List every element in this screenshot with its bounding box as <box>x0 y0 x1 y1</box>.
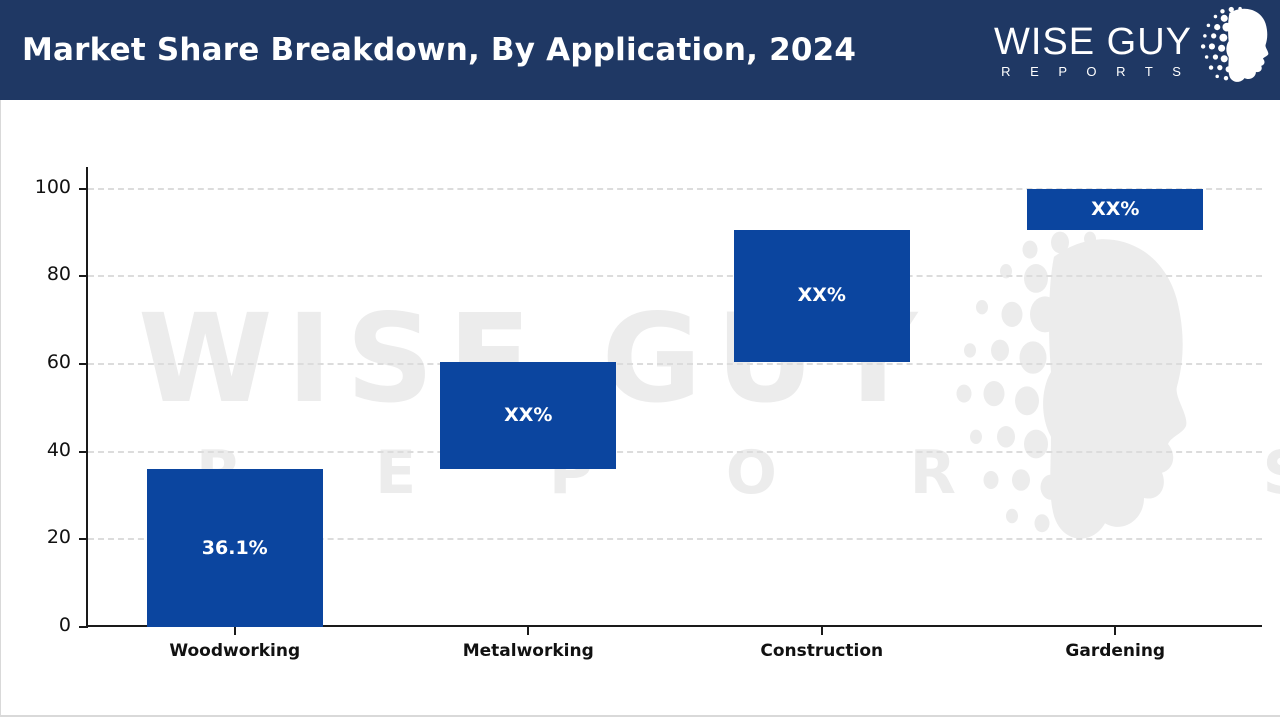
x-tick-mark <box>820 627 823 635</box>
wise-guy-head-icon <box>1200 6 1269 82</box>
gridline-y-100 <box>88 187 1262 190</box>
wise-guy-logo-text: WISE GUY R E P O R T S <box>994 23 1192 78</box>
bar-value-label: XX% <box>504 403 553 426</box>
y-tick-label: 80 <box>46 263 71 286</box>
x-tick-label-construction: Construction <box>760 641 884 661</box>
bar-value-label: XX% <box>797 284 846 307</box>
y-tick-mark <box>79 538 88 541</box>
logo-subtitle: R E P O R T S <box>1001 63 1189 79</box>
wise-guy-logo: WISE GUY R E P O R T S <box>994 0 1270 100</box>
y-axis-line <box>86 167 88 627</box>
bar-construction <box>733 230 910 362</box>
bar-metalworking <box>440 361 617 469</box>
y-tick-mark <box>79 275 88 278</box>
x-tick-mark <box>527 627 530 635</box>
watermark-head-icon <box>892 228 1192 588</box>
y-tick-mark <box>79 626 88 628</box>
bar-gardening <box>1027 188 1204 231</box>
y-tick-mark <box>79 362 88 365</box>
gridline-y-40 <box>88 450 1262 453</box>
logo-wordmark: WISE GUY <box>993 20 1192 63</box>
y-tick-label: 20 <box>46 526 71 549</box>
y-tick-label: 0 <box>58 614 71 636</box>
gridline-y-20 <box>88 538 1262 541</box>
bar-value-label: 36.1% <box>201 536 268 559</box>
left-border-line <box>0 100 1 717</box>
bottom-border-line <box>0 715 1280 717</box>
y-tick-mark <box>79 187 88 190</box>
x-tick-label-gardening: Gardening <box>1065 641 1166 661</box>
y-tick-label: 100 <box>34 175 71 198</box>
x-tick-mark <box>233 627 236 635</box>
header-bar: Market Share Breakdown, By Application, … <box>0 0 1280 100</box>
x-tick-label-metalworking: Metalworking <box>462 641 594 661</box>
bar-woodworking <box>146 468 323 627</box>
bar-value-label: XX% <box>1091 197 1140 220</box>
x-tick-label-woodworking: Woodworking <box>169 641 301 661</box>
x-tick-mark <box>1114 627 1117 635</box>
page-title: Market Share Breakdown, By Application, … <box>22 32 857 68</box>
gridline-y-60 <box>88 362 1262 365</box>
x-axis-line <box>86 625 1262 627</box>
y-tick-label: 60 <box>46 350 71 373</box>
y-tick-label: 40 <box>46 438 71 461</box>
gridline-y-80 <box>88 275 1262 278</box>
y-tick-mark <box>79 450 88 453</box>
